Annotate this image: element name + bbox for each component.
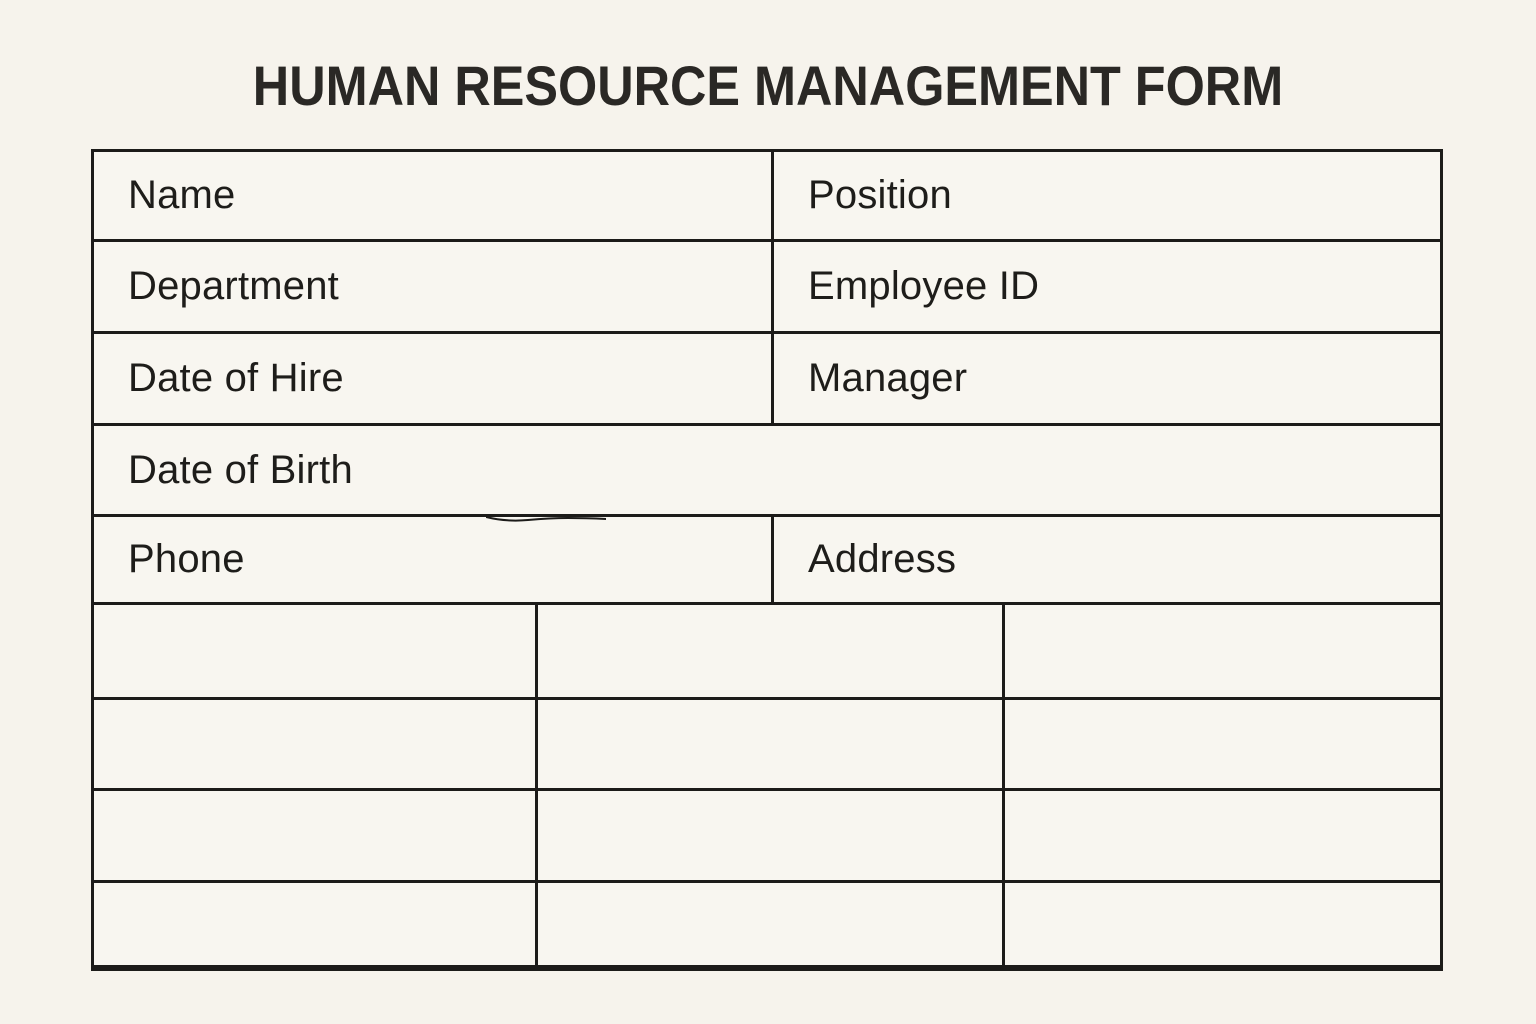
page-title: HUMAN RESOURCE MANAGEMENT FORM — [252, 54, 1284, 117]
empty-grid-row — [94, 791, 1440, 883]
field-position[interactable]: Position — [771, 152, 1440, 239]
empty-grid-row — [94, 700, 1440, 791]
field-date-of-hire[interactable]: Date of Hire — [94, 334, 771, 423]
form-row-phone-address: Phone Address — [94, 517, 1440, 605]
form-row-department-employee-id: Department Employee ID — [94, 242, 1440, 334]
field-department-label: Department — [128, 264, 339, 308]
field-address-label: Address — [808, 537, 957, 581]
field-date-of-hire-label: Date of Hire — [128, 356, 344, 400]
hr-form-table: Name Position Department Employee ID Dat… — [91, 149, 1443, 971]
field-phone-label: Phone — [128, 537, 245, 581]
empty-cell[interactable] — [535, 791, 1002, 880]
field-position-label: Position — [808, 173, 952, 217]
field-name-label: Name — [128, 173, 236, 217]
empty-cell[interactable] — [535, 883, 1002, 965]
field-name[interactable]: Name — [94, 152, 771, 239]
empty-cell[interactable] — [535, 700, 1002, 788]
field-department[interactable]: Department — [94, 242, 771, 331]
form-row-date-of-birth: Date of Birth — [94, 426, 1440, 517]
empty-cell[interactable] — [94, 883, 535, 965]
empty-cell[interactable] — [1002, 791, 1440, 880]
empty-grid-row — [94, 883, 1440, 968]
field-date-of-birth[interactable]: Date of Birth — [94, 426, 1440, 514]
empty-cell[interactable] — [94, 791, 535, 880]
field-date-of-birth-label: Date of Birth — [128, 447, 353, 492]
empty-cell[interactable] — [1002, 883, 1440, 965]
form-row-hire-manager: Date of Hire Manager — [94, 334, 1440, 426]
field-phone[interactable]: Phone — [94, 517, 771, 602]
field-address[interactable]: Address — [771, 517, 1440, 602]
empty-cell[interactable] — [1002, 605, 1440, 697]
field-manager-label: Manager — [808, 356, 968, 400]
empty-grid-row — [94, 605, 1440, 700]
form-row-name-position: Name Position — [94, 152, 1440, 242]
field-employee-id-label: Employee ID — [808, 264, 1040, 308]
empty-cell[interactable] — [94, 700, 535, 788]
field-employee-id[interactable]: Employee ID — [771, 242, 1440, 331]
empty-cell[interactable] — [1002, 700, 1440, 788]
empty-cell[interactable] — [94, 605, 535, 697]
empty-cell[interactable] — [535, 605, 1002, 697]
field-manager[interactable]: Manager — [771, 334, 1440, 423]
